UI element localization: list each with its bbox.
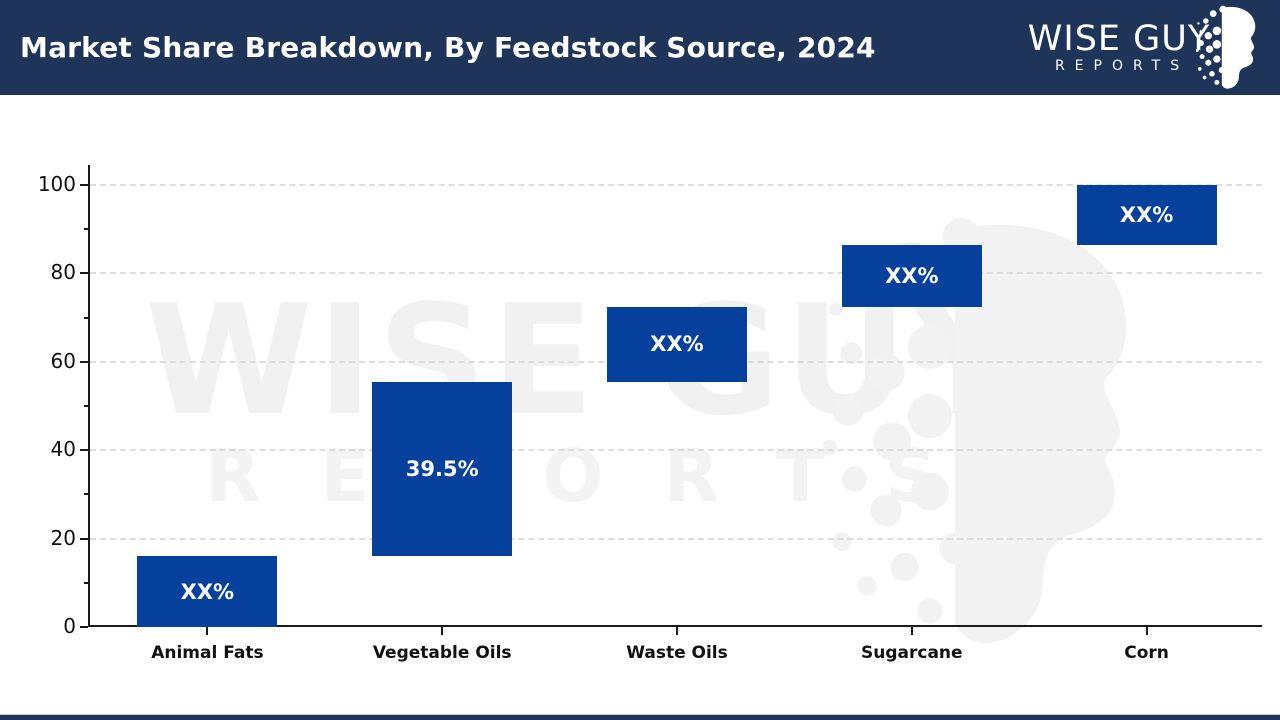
- x-tick-label: Vegetable Oils: [372, 643, 512, 663]
- gridline-100: [90, 184, 1262, 186]
- y-minor-tick-mark: [84, 316, 88, 319]
- x-tick-mark: [1145, 627, 1148, 635]
- x-tick-label: Waste Oils: [626, 643, 728, 663]
- y-tick-label: 60: [50, 348, 76, 373]
- x-tick-mark: [676, 627, 678, 635]
- gridline-40: [90, 449, 1262, 452]
- chart-title: Market Share Breakdown, By Feedstock Sou…: [20, 31, 876, 64]
- plot-area: 0 20 40 60 80 100 XX% Animal Fats 39.5% Vegetable…: [38, 165, 1262, 663]
- bar-waste-oils: XX%: [607, 306, 747, 382]
- bar-value-label: XX%: [650, 332, 704, 357]
- y-tick-mark: [80, 272, 88, 275]
- brand-logo-text: WISE GUY REPORTS: [1027, 18, 1211, 75]
- x-tick-label: Animal Fats: [151, 643, 264, 663]
- watermark-subtext: REPORTS: [205, 434, 997, 518]
- y-tick-label: 20: [50, 525, 76, 550]
- y-tick-label: 100: [37, 172, 76, 196]
- y-tick-mark: [80, 184, 88, 186]
- bar-sugarcane: XX%: [841, 244, 982, 307]
- y-minor-tick-mark: [84, 581, 88, 584]
- brand-subtitle: REPORTS: [1054, 58, 1190, 75]
- brand-logo: WISE GUY REPORTS: [1028, 5, 1270, 91]
- y-minor-tick-mark: [84, 493, 88, 496]
- y-tick-label: 80: [50, 260, 76, 285]
- y-tick-mark: [80, 537, 88, 540]
- gridline-20: [90, 537, 1262, 540]
- bar-value-label: XX%: [1119, 202, 1174, 227]
- x-tick-mark: [910, 627, 913, 635]
- y-minor-tick-mark: [84, 228, 88, 231]
- bar-corn: XX%: [1076, 185, 1217, 245]
- x-tick-label: Corn: [1124, 643, 1169, 663]
- header-bar: Market Share Breakdown, By Feedstock Sou…: [0, 0, 1280, 95]
- x-tick-mark: [441, 627, 444, 635]
- bar-value-label: XX%: [180, 579, 235, 604]
- y-tick-label: 40: [50, 437, 76, 462]
- y-tick-mark: [80, 449, 88, 452]
- y-tick-mark: [80, 360, 88, 363]
- footer-bar: [0, 714, 1280, 720]
- brand-name: WISE GUY: [1027, 18, 1211, 59]
- bar-value-label: XX%: [885, 263, 939, 288]
- gridline-80: [90, 272, 1262, 275]
- bar-animal-fats: XX%: [137, 556, 278, 627]
- bar-value-label: 39.5%: [405, 456, 479, 481]
- chart-canvas: WISE GUY REPORTS 0 20 40 60 80 100 XX% Animal F…: [0, 95, 1280, 714]
- bar-vegetable-oils: 39.5%: [372, 381, 513, 557]
- x-tick-mark: [206, 627, 209, 635]
- y-minor-tick-mark: [84, 405, 88, 407]
- y-tick-label: 0: [63, 614, 76, 638]
- y-tick-mark: [80, 626, 88, 628]
- x-tick-label: Sugarcane: [861, 643, 963, 663]
